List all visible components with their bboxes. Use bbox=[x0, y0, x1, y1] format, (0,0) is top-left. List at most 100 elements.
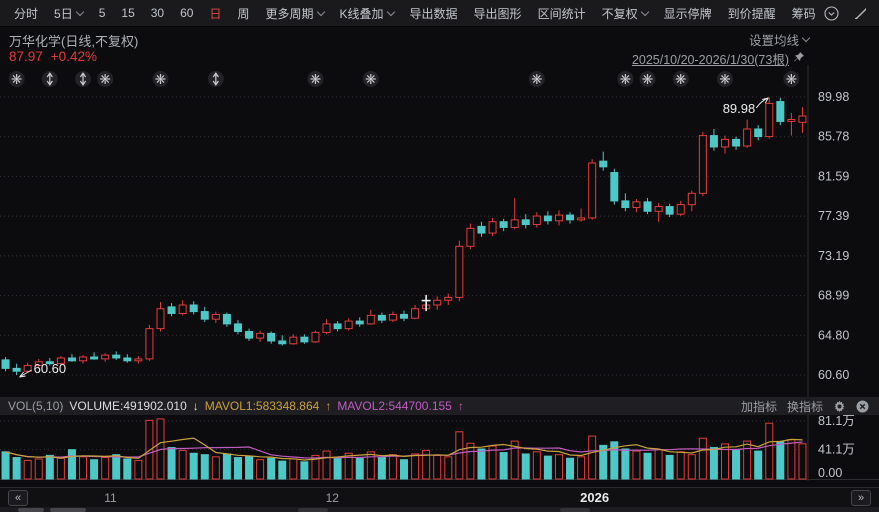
event-updown-icon[interactable] bbox=[75, 71, 92, 87]
candle-up bbox=[455, 245, 464, 298]
time-axis-label: 12 bbox=[325, 491, 339, 505]
tab-weekly[interactable]: 周 bbox=[237, 6, 250, 21]
low-annotation: 60.60 bbox=[34, 361, 67, 376]
tab-daily[interactable]: 日 bbox=[209, 6, 222, 21]
event-updown-icon[interactable] bbox=[207, 71, 224, 87]
candle-down bbox=[123, 357, 132, 362]
event-star-icon[interactable] bbox=[307, 71, 324, 87]
event-star-icon[interactable] bbox=[528, 71, 545, 87]
add-indicator-button[interactable]: 加指标 bbox=[740, 399, 777, 414]
event-star-icon[interactable] bbox=[783, 71, 800, 87]
volume-bar-up bbox=[411, 453, 420, 480]
adjust-mode-menu[interactable]: 不复权 bbox=[594, 5, 656, 22]
export-data-button[interactable]: 导出数据 bbox=[409, 6, 458, 21]
pin-icon bbox=[793, 51, 805, 66]
volume-bar-up bbox=[743, 440, 752, 480]
mavol1-up-arrow-icon: ↑ bbox=[325, 399, 332, 413]
volume-bar-up bbox=[676, 451, 685, 480]
event-star-icon[interactable] bbox=[672, 71, 689, 87]
volume-down-arrow-icon: ↓ bbox=[192, 399, 199, 413]
candle-down bbox=[643, 201, 652, 212]
scroll-left-button[interactable]: « bbox=[8, 490, 28, 506]
event-star-icon[interactable] bbox=[639, 71, 656, 87]
candle-up bbox=[588, 162, 597, 219]
date-range-text: 2025/10/20-2026/1/30(73根) bbox=[631, 53, 789, 67]
price-axis-label: 64.80 bbox=[818, 328, 849, 342]
volume-bar-up bbox=[798, 443, 807, 480]
candle-down bbox=[709, 135, 718, 148]
volume-chart[interactable]: 81.1万 41.1万 0.00 bbox=[0, 415, 879, 481]
candle-down bbox=[67, 357, 76, 362]
candle-down bbox=[754, 128, 763, 138]
event-updown-icon[interactable] bbox=[41, 71, 58, 87]
ma-settings-menu[interactable]: 设置均线 bbox=[748, 30, 811, 49]
switch-indicator-button[interactable]: 换指标 bbox=[786, 399, 823, 414]
tab-15min[interactable]: 15 bbox=[121, 6, 135, 20]
tab-5min[interactable]: 5 bbox=[98, 6, 106, 20]
volume-indicator-header: VOL(5,10) VOLUME:491902.010 ↓ MAVOL1:583… bbox=[0, 397, 879, 415]
candle-up bbox=[765, 102, 774, 138]
range-stats-button[interactable]: 区间统计 bbox=[537, 6, 586, 21]
volume-bar-down bbox=[477, 448, 486, 480]
brush-icon[interactable] bbox=[853, 6, 868, 21]
volume-bar-down bbox=[112, 454, 121, 480]
event-star-icon[interactable] bbox=[716, 71, 733, 87]
volume-bar-up bbox=[488, 445, 497, 480]
show-suspended-toggle[interactable]: 显示停牌 bbox=[663, 6, 712, 21]
candle-down bbox=[12, 367, 21, 372]
candle-down bbox=[621, 200, 630, 209]
candle-up bbox=[654, 206, 663, 212]
volume-bar-up bbox=[422, 449, 431, 480]
volume-bar-up bbox=[632, 450, 641, 480]
event-star-icon[interactable] bbox=[362, 71, 379, 87]
candle-down bbox=[267, 332, 276, 342]
tab-30min[interactable]: 30 bbox=[150, 6, 165, 20]
event-star-icon[interactable] bbox=[8, 71, 25, 87]
price-axis-label: 60.60 bbox=[818, 368, 849, 382]
gear-icon[interactable] bbox=[833, 400, 846, 413]
candle-up bbox=[344, 320, 353, 330]
collapse-circle-icon[interactable] bbox=[824, 5, 839, 21]
event-star-icon[interactable] bbox=[152, 71, 169, 87]
volume-bar-down bbox=[665, 454, 674, 480]
scroll-right-button[interactable]: » bbox=[851, 490, 871, 506]
candle-up bbox=[798, 115, 807, 123]
volume-bar-up bbox=[178, 449, 187, 480]
volume-bar-up bbox=[289, 458, 298, 480]
candle-down bbox=[233, 323, 242, 332]
event-star-icon[interactable] bbox=[97, 71, 114, 87]
price-axis-label: 73.19 bbox=[818, 249, 849, 263]
tab-60min[interactable]: 60 bbox=[180, 6, 194, 20]
close-panel-icon[interactable] bbox=[856, 400, 869, 413]
candle-up bbox=[388, 313, 397, 321]
instrument-title: 万华化学(日线,不复权) bbox=[9, 34, 139, 49]
mavol1-value: MAVOL1:583348.864 bbox=[204, 399, 320, 413]
volume-bar-down bbox=[267, 457, 276, 480]
event-star-icon[interactable] bbox=[617, 71, 634, 87]
volume-bar-up bbox=[444, 456, 453, 480]
candle-down bbox=[610, 172, 619, 202]
high-annotation: 89.98 bbox=[723, 101, 756, 116]
candle-up bbox=[433, 299, 442, 306]
export-image-button[interactable]: 导出图形 bbox=[473, 6, 522, 21]
volume-bar-up bbox=[101, 457, 110, 480]
date-range-link[interactable]: 2025/10/20-2026/1/30(73根) bbox=[632, 49, 805, 68]
tab-5day[interactable]: 5日 bbox=[46, 5, 91, 22]
more-periods-menu[interactable]: 更多周期 bbox=[258, 5, 332, 22]
tab-timeshare[interactable]: 分时 bbox=[14, 6, 39, 21]
candle-up bbox=[56, 357, 65, 365]
price-axis-label: 77.39 bbox=[818, 209, 849, 223]
candle-down bbox=[1, 359, 10, 369]
volume-bar-down bbox=[566, 457, 575, 480]
volume-bar-up bbox=[34, 458, 43, 480]
candle-up bbox=[698, 135, 707, 194]
ma-settings-label: 设置均线 bbox=[748, 34, 799, 48]
chips-button[interactable]: 筹码 bbox=[791, 6, 816, 21]
candle-down bbox=[355, 320, 364, 325]
price-chart[interactable]: 89.98 85.78 81.59 77.39 73.19 68.99 64.80 60.60… bbox=[0, 65, 879, 397]
kline-overlay-menu[interactable]: K线叠加 bbox=[332, 5, 402, 22]
volume-bar-down bbox=[400, 459, 408, 480]
price-alert-button[interactable]: 到价提醒 bbox=[727, 6, 776, 21]
candle-up bbox=[444, 296, 453, 301]
